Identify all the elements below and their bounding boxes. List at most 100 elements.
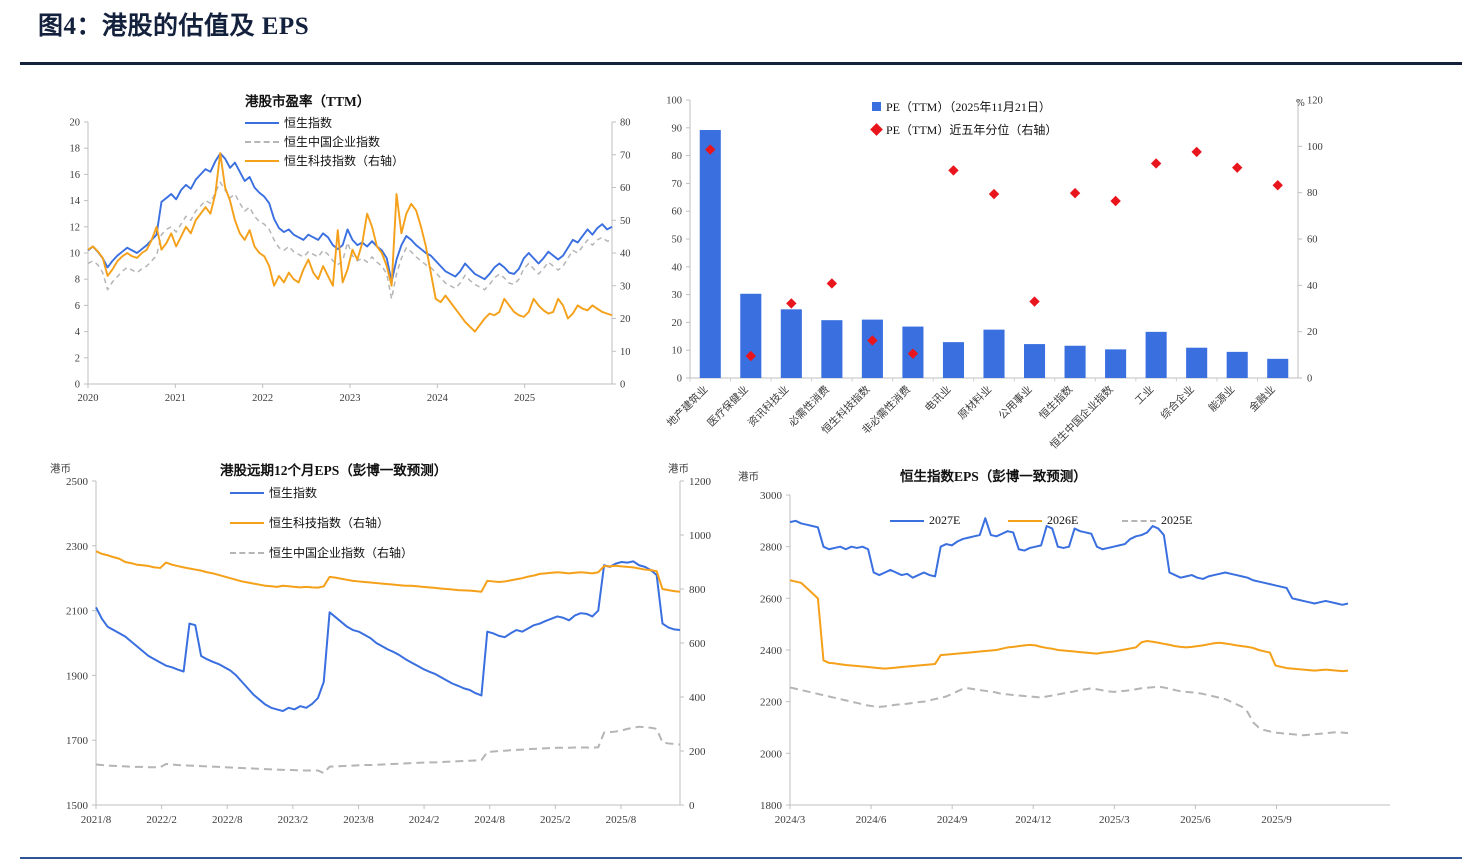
- y-tick-label-right: 30: [620, 281, 631, 292]
- x-tick-label: 恒生指数: [1036, 383, 1075, 422]
- bar[interactable]: [942, 342, 965, 378]
- scatter-marker-diamond[interactable]: [988, 188, 1000, 200]
- x-tick-label: 2024/6: [856, 814, 887, 826]
- legend-swatch-line-blue: [890, 519, 924, 522]
- scatter-marker-diamond[interactable]: [1069, 187, 1081, 199]
- footer-divider: [20, 857, 1462, 859]
- y-tick-label-left: 90: [672, 123, 683, 134]
- x-tick-label: 2025/2: [540, 814, 571, 826]
- legend-item-2026e[interactable]: 2026E: [1008, 513, 1078, 528]
- legend-label: 恒生科技指数（右轴）: [284, 154, 405, 168]
- chart-pe-ttm-title: 港股市盈率（TTM）: [245, 94, 371, 109]
- scatter-marker-diamond[interactable]: [1191, 146, 1202, 158]
- page-title: 图4：港股的估值及 EPS: [38, 13, 310, 40]
- scatter-marker-diamond[interactable]: [948, 165, 959, 176]
- x-tick-label: 2023/2: [278, 814, 309, 826]
- legend-item-hstech[interactable]: 恒生科技指数（右轴）: [230, 514, 389, 531]
- y-tick-label-left: 20: [672, 318, 683, 329]
- y-tick-label-right: 120: [1307, 96, 1323, 107]
- legend-item-pe-percentile[interactable]: PE（TTM）近五年分位（右轴）: [870, 121, 1057, 138]
- y-tick-label-right: 50: [620, 216, 631, 227]
- left-axis-unit: 港币: [50, 464, 71, 475]
- x-tick-label: 2024: [427, 393, 449, 404]
- y-tick-label-right: 600: [689, 638, 706, 650]
- y-tick-label-left: 2100: [66, 606, 89, 618]
- bar[interactable]: [740, 293, 762, 378]
- legend-swatch-line-gray-dashed: [1122, 519, 1156, 522]
- chart-hsi-eps-plot: 1800 2000 2200 2400 2600 2800 3000 2024/3 2024/6…: [760, 490, 1390, 826]
- left-axis-unit: 港币: [738, 472, 759, 483]
- bar[interactable]: [1105, 349, 1127, 378]
- legend-label: 恒生指数: [269, 486, 318, 500]
- bar[interactable]: [1023, 344, 1046, 378]
- scatter-marker-diamond[interactable]: [1272, 180, 1283, 191]
- bar[interactable]: [861, 319, 883, 378]
- y-tick-label-right: 200: [689, 746, 706, 758]
- bar[interactable]: [780, 309, 802, 378]
- legend-label: 恒生中国企业指数: [284, 135, 381, 149]
- y-tick-label-right: 80: [1307, 188, 1318, 199]
- y-tick-label-left: 10: [70, 249, 81, 260]
- y-tick-label-left: 0: [677, 374, 682, 385]
- scatter-marker-diamond[interactable]: [1110, 195, 1121, 207]
- scatter-marker-diamond[interactable]: [1150, 158, 1162, 169]
- legend-item-hsi[interactable]: 恒生指数: [245, 114, 332, 131]
- legend-item-hstech[interactable]: 恒生科技指数（右轴）: [245, 152, 404, 169]
- scatter-marker-diamond[interactable]: [907, 348, 919, 359]
- legend-item-hscei[interactable]: 恒生中国企业指数（右轴）: [230, 544, 413, 561]
- x-tick-label: 2025/3: [1099, 814, 1130, 826]
- y-tick-label-left: 1700: [66, 735, 89, 747]
- series-line-0: [95, 560, 681, 713]
- legend-item-2027e[interactable]: 2027E: [890, 513, 960, 528]
- bar[interactable]: [983, 329, 1005, 378]
- bar[interactable]: [1145, 331, 1167, 378]
- x-tick-label: 2025/8: [606, 814, 637, 826]
- x-tick-label: 2022/8: [212, 814, 243, 826]
- right-axis-unit: %: [1296, 98, 1305, 109]
- y-tick-label-left: 16: [70, 170, 81, 181]
- scatter-marker-diamond[interactable]: [1232, 162, 1243, 173]
- chart-forward-eps-plot: 1500 1700 1900 2100 2300 2500 0 200 400 600 800 100…: [66, 476, 712, 826]
- y-tick-label-right: 40: [1307, 281, 1318, 292]
- scatter-marker-diamond[interactable]: [826, 278, 838, 289]
- x-tick-label: 2025/9: [1261, 814, 1292, 826]
- bar[interactable]: [1226, 351, 1248, 378]
- legend-item-hsi[interactable]: 恒生指数: [230, 484, 317, 501]
- x-tick-label: 2023: [340, 393, 361, 404]
- bar[interactable]: [699, 130, 721, 378]
- x-tick-label: 2025: [514, 393, 535, 404]
- bar[interactable]: [1186, 347, 1208, 378]
- x-tick-label: 综合企业: [1158, 383, 1197, 422]
- scatter-marker-diamond[interactable]: [705, 144, 716, 155]
- legend-swatch-line-orange: [230, 521, 264, 524]
- chart-forward-eps-title: 港股远期12个月EPS（彭博一致预测）: [220, 463, 448, 478]
- y-tick-label-right: 400: [689, 692, 706, 704]
- legend-swatch-line-gray-dashed: [230, 551, 264, 554]
- y-tick-label-left: 18: [70, 144, 81, 155]
- scatter-marker-diamond[interactable]: [786, 298, 797, 309]
- legend-label: 2025E: [1161, 513, 1193, 527]
- legend-item-hscei[interactable]: 恒生中国企业指数: [245, 133, 380, 150]
- legend-label: 恒生中国企业指数（右轴）: [269, 546, 414, 560]
- bar[interactable]: [821, 320, 843, 378]
- scatter-marker-diamond[interactable]: [1029, 296, 1040, 307]
- y-tick-label-left: 50: [672, 235, 683, 246]
- y-tick-label-left: 2500: [66, 476, 89, 488]
- x-tick-label: 2025/6: [1180, 814, 1211, 826]
- legend-item-pe-ttm-bar[interactable]: PE（TTM）（2025年11月21日）: [872, 98, 1051, 115]
- x-tick-label: 地产建筑业: [664, 383, 710, 429]
- y-tick-label-right: 10: [620, 347, 631, 358]
- y-tick-label-right: 40: [620, 249, 631, 260]
- legend-swatch-diamond-red: [870, 123, 883, 136]
- legend-label: 恒生科技指数（右轴）: [269, 516, 390, 530]
- legend-swatch-square-blue: [872, 102, 881, 111]
- y-tick-label-left: 2600: [760, 593, 783, 605]
- legend-item-2025e[interactable]: 2025E: [1122, 513, 1192, 528]
- x-tick-label: 2021: [165, 393, 186, 404]
- bar[interactable]: [1267, 358, 1289, 378]
- y-tick-label-left: 12: [70, 222, 81, 233]
- x-tick-label: 2024/9: [937, 814, 968, 826]
- bar[interactable]: [1064, 345, 1086, 378]
- chart-hsi-eps-title: 恒生指数EPS（彭博一致预测）: [900, 469, 1087, 484]
- y-tick-label-left: 10: [672, 346, 683, 357]
